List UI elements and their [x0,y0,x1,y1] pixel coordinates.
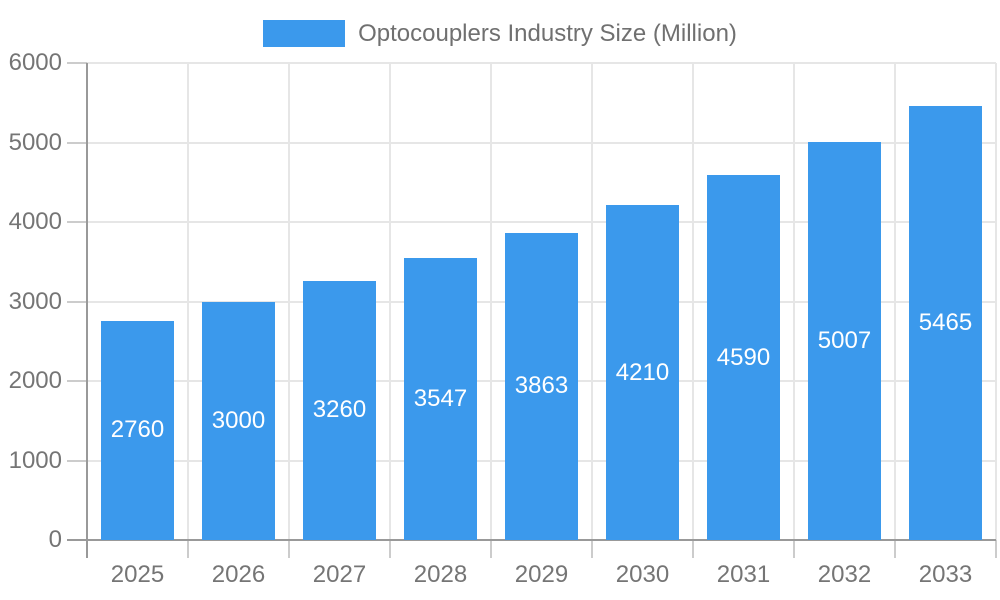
x-tick [995,540,997,558]
y-tick [67,221,87,223]
x-gridline [692,63,694,540]
bar[interactable] [404,258,477,540]
y-axis-line [86,63,88,540]
bar-value-label: 3000 [211,406,266,434]
x-axis-label: 2031 [716,561,771,588]
x-tick [591,540,593,558]
x-tick [692,540,694,558]
y-tick [67,459,87,462]
bar-value-label: 5465 [918,308,973,336]
y-gridline [87,221,996,223]
bar[interactable] [707,175,780,540]
x-axis-label: 2030 [615,561,670,588]
x-tick [490,540,492,558]
x-axis-label: 2028 [413,561,468,588]
x-axis-label: 2032 [817,561,872,588]
bar-value-label: 5007 [817,326,872,354]
x-tick [187,540,189,558]
bar-value-label: 3863 [514,372,569,400]
x-tick [86,540,88,558]
y-axis-label: 0 [48,526,62,553]
x-tick [894,540,896,558]
bar[interactable] [202,301,275,540]
y-axis-label: 3000 [8,287,62,315]
x-tick [793,540,795,558]
y-tick [67,62,87,64]
bar[interactable] [909,105,982,540]
bar-value-label: 3547 [413,385,468,412]
bar-value-label: 4590 [716,343,771,371]
y-axis-label: 5000 [8,128,62,156]
x-tick [288,540,290,558]
legend-swatch [263,20,346,47]
x-axis-label: 2025 [110,561,165,588]
y-axis-label: 1000 [8,446,62,474]
x-axis-label: 2027 [312,561,367,588]
bar-value-label: 4210 [615,358,670,386]
legend-label: Optocouplers Industry Size (Million) [358,20,737,47]
y-tick [67,539,87,541]
bar[interactable] [303,280,376,540]
y-tick [67,300,87,303]
y-axis-label: 4000 [8,208,62,235]
x-gridline [490,63,492,540]
y-gridline [87,141,996,144]
x-gridline [793,63,795,540]
x-gridline [894,63,896,540]
x-gridline [288,63,290,540]
bar-value-label: 3260 [312,396,367,424]
y-axis-label: 6000 [8,49,62,76]
bar[interactable] [606,205,679,540]
x-gridline [389,63,391,540]
x-tick [389,540,391,558]
x-gridline [995,63,997,540]
y-axis-label: 2000 [8,367,62,394]
x-axis-label: 2026 [211,561,266,588]
x-axis-label: 2033 [918,561,973,588]
y-tick [67,141,87,144]
bar[interactable] [101,320,174,540]
x-gridline [591,63,593,540]
bar-value-label: 2760 [110,416,165,444]
legend-item[interactable]: Optocouplers Industry Size (Million) [0,20,1000,47]
x-gridline [187,63,189,540]
bar[interactable] [505,232,578,540]
x-axis-line [87,539,996,541]
y-tick [67,380,87,382]
bar[interactable] [808,141,881,540]
y-gridline [87,62,996,64]
x-axis-label: 2029 [514,561,569,588]
